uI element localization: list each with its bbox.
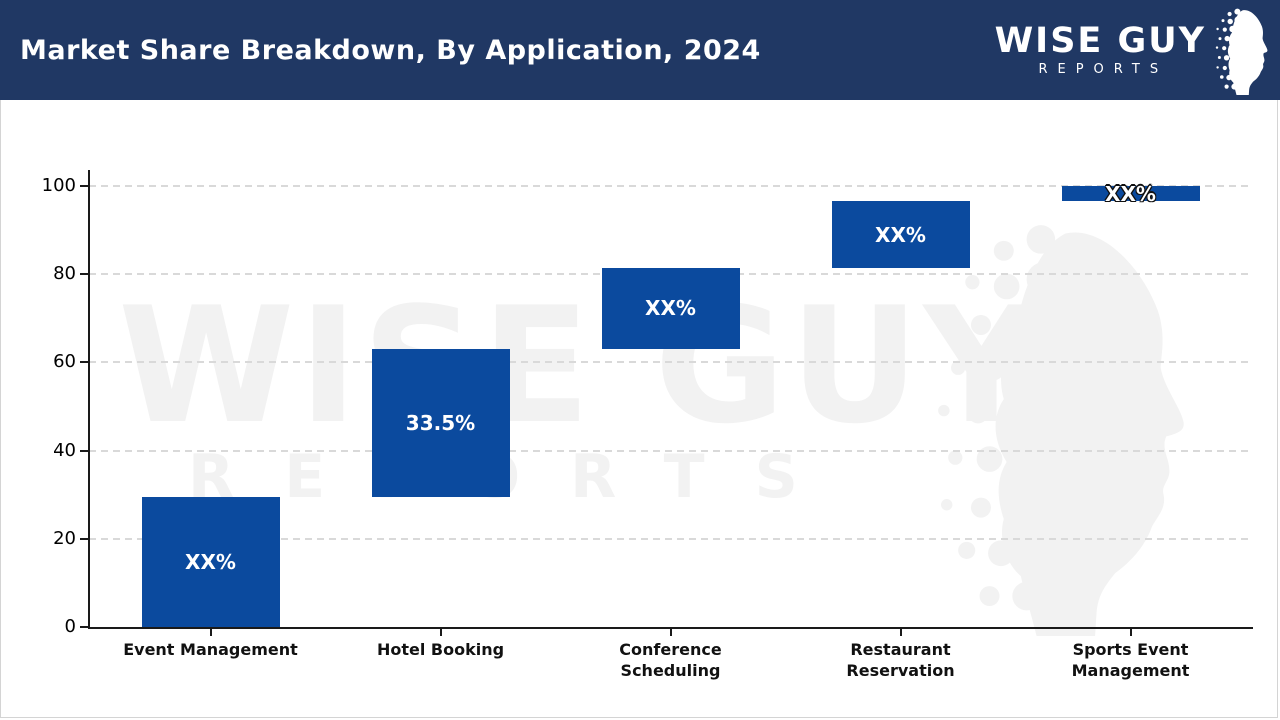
x-tick-4 bbox=[899, 629, 902, 636]
brand-logo-text: WISE GUY REPORTS bbox=[995, 22, 1206, 78]
bar-segment-1 bbox=[141, 496, 280, 627]
watermark-brand-name: WISE GUY bbox=[118, 272, 1044, 459]
y-tick-label-20: 20 bbox=[53, 527, 76, 549]
bar-value-label-3: XX% bbox=[645, 296, 696, 321]
x-category-label-2: Hotel Booking bbox=[376, 640, 505, 659]
y-tick-label-40: 40 bbox=[53, 439, 76, 461]
x-tick-2 bbox=[439, 629, 442, 636]
header-bar: Market Share Breakdown, By Application, … bbox=[0, 0, 1280, 100]
y-tick-20 bbox=[80, 537, 88, 540]
bar-value-label-1: XX% bbox=[185, 549, 236, 574]
bar-value-label-2: 33.5% bbox=[405, 411, 476, 436]
brand-logo: WISE GUY REPORTS bbox=[995, 0, 1272, 100]
y-tick-80 bbox=[80, 273, 88, 276]
bar-segment-3 bbox=[601, 267, 740, 350]
gridline-40 bbox=[89, 449, 1253, 452]
bar-segment-5 bbox=[1061, 186, 1200, 202]
bar-segment-2 bbox=[371, 349, 510, 497]
y-tick-100 bbox=[80, 185, 88, 187]
x-category-label-4: Restaurant Reservation bbox=[846, 640, 955, 680]
y-tick-label-0: 0 bbox=[64, 616, 76, 637]
brand-head-icon bbox=[1215, 8, 1268, 95]
y-tick-label-80: 80 bbox=[53, 263, 76, 285]
x-axis-line bbox=[88, 627, 1253, 629]
y-axis-line bbox=[88, 170, 90, 629]
bar-value-label-5: XX% bbox=[1105, 181, 1156, 206]
gridline-20 bbox=[89, 537, 1253, 540]
page-title: Market Share Breakdown, By Application, … bbox=[20, 34, 761, 66]
brand-subname: REPORTS bbox=[1038, 62, 1169, 77]
y-tick-label-60: 60 bbox=[53, 351, 76, 373]
y-tick-label-100: 100 bbox=[41, 175, 76, 196]
x-tick-5 bbox=[1129, 629, 1132, 636]
x-tick-1 bbox=[209, 629, 212, 636]
y-tick-60 bbox=[80, 361, 88, 364]
y-tick-40 bbox=[80, 449, 88, 452]
x-category-label-5: Sports Event Management bbox=[1071, 640, 1190, 680]
gridline-100 bbox=[89, 185, 1253, 187]
y-tick-0 bbox=[80, 626, 88, 628]
x-tick-3 bbox=[669, 629, 672, 636]
x-category-label-1: Event Management bbox=[123, 640, 298, 659]
bar-value-label-4: XX% bbox=[875, 222, 926, 247]
gridline-60 bbox=[89, 361, 1253, 364]
brand-name: WISE GUY bbox=[994, 21, 1206, 61]
x-category-label-3: Conference Scheduling bbox=[619, 640, 722, 680]
bar-segment-4 bbox=[831, 201, 970, 268]
